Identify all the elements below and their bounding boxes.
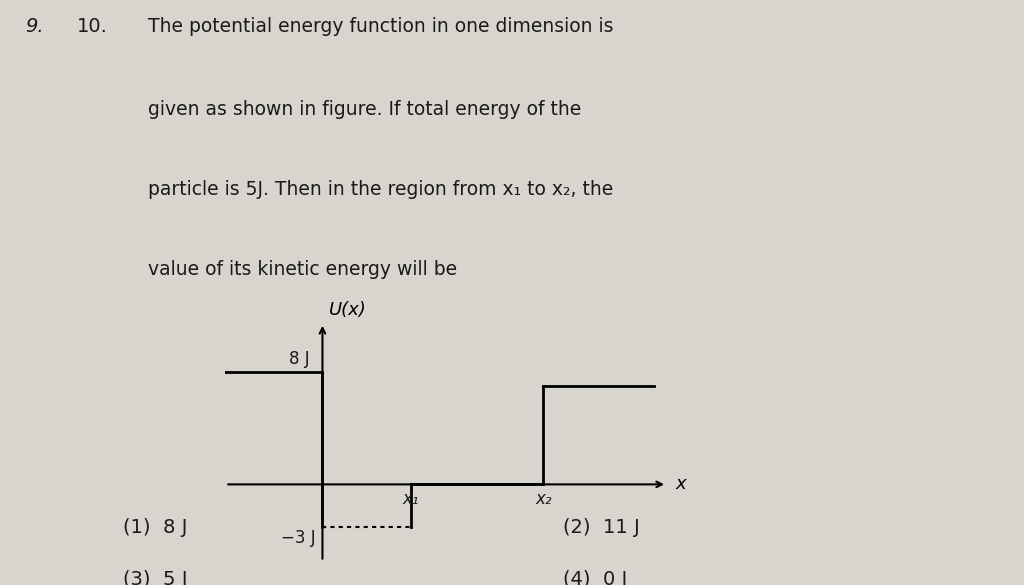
Text: x₁: x₁: [402, 490, 419, 508]
Text: value of its kinetic energy will be: value of its kinetic energy will be: [148, 260, 458, 279]
Text: −3 J: −3 J: [282, 529, 315, 548]
Text: (1)  8 J: (1) 8 J: [123, 518, 187, 537]
Text: The potential energy function in one dimension is: The potential energy function in one dim…: [148, 16, 614, 36]
Text: (2)  11 J: (2) 11 J: [563, 518, 640, 537]
Text: given as shown in figure. If total energy of the: given as shown in figure. If total energ…: [148, 100, 582, 119]
Text: particle is 5J. Then in the region from x₁ to x₂, the: particle is 5J. Then in the region from …: [148, 180, 613, 199]
Text: U(x): U(x): [329, 301, 367, 319]
Text: (3)  5 J: (3) 5 J: [123, 570, 187, 585]
Text: x₂: x₂: [536, 490, 552, 508]
Text: 9.: 9.: [26, 16, 44, 36]
Text: (4)  0 J: (4) 0 J: [563, 570, 628, 585]
Text: 10.: 10.: [77, 16, 108, 36]
Text: x: x: [676, 476, 686, 493]
Text: 8 J: 8 J: [289, 350, 309, 368]
